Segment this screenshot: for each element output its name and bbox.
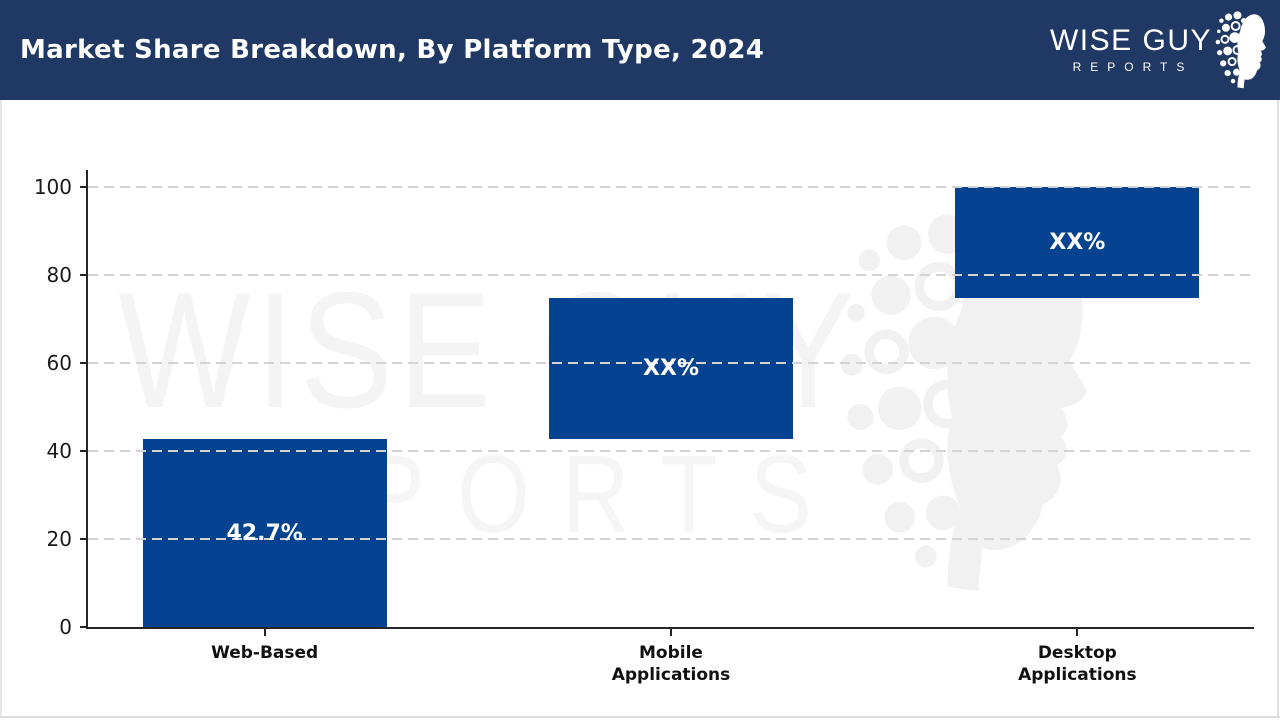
y-axis-tick [80, 450, 86, 452]
right-edge-line [1277, 100, 1279, 716]
x-tick-label: Mobile Applications [611, 643, 731, 685]
plot-area: 0 20 40 60 80 100 42.7% Web-Based XX% Mobile Appl… [34, 175, 1254, 685]
gridline [88, 274, 1254, 276]
gridline [88, 450, 1254, 452]
chart-title: Market Share Breakdown, By Platform Type… [20, 35, 765, 65]
y-axis-spine [86, 170, 88, 629]
y-axis-tick [80, 186, 86, 188]
x-tick-label: Web-Based [211, 643, 319, 663]
gridline [88, 186, 1254, 188]
y-tick-label: 0 [59, 615, 72, 639]
gridline [88, 538, 1254, 540]
x-axis-spine [86, 627, 1254, 629]
watermark-face-icon [840, 214, 1087, 592]
bar-value-label: XX% [643, 356, 699, 382]
bar-value-label: 42.7% [226, 520, 303, 546]
y-tick-label: 40 [46, 439, 72, 463]
y-tick-label: 20 [46, 527, 72, 551]
logo-wordmark: WISE GUY [1049, 24, 1212, 57]
bar [142, 439, 387, 627]
header-bar: Market Share Breakdown, By Platform Type… [0, 0, 1280, 100]
logo-subtext: REPORTS [1072, 60, 1194, 74]
logo-face-icon [1215, 11, 1266, 89]
y-tick-label: 60 [46, 351, 72, 375]
y-tick-label: 80 [46, 263, 72, 287]
bar [549, 298, 793, 440]
bar [955, 187, 1200, 299]
y-axis-tick [80, 538, 86, 540]
y-axis-tick [80, 362, 86, 364]
gridline [88, 362, 1254, 364]
y-axis-tick [80, 626, 86, 628]
y-tick-label: 100 [33, 175, 72, 199]
y-axis-tick [80, 274, 86, 276]
left-edge-line [0, 100, 2, 716]
x-tick-label: Desktop Applications [1018, 643, 1137, 685]
wise-guy-logo: WISE GUY REPORTS [1050, 10, 1268, 90]
bottom-edge-line [0, 716, 1280, 718]
x-axis-tick [670, 629, 672, 636]
bar-value-label: XX% [1049, 230, 1106, 256]
x-axis-tick [1076, 629, 1079, 636]
logo-text: WISE GUY REPORTS [1049, 24, 1212, 75]
x-axis-tick [263, 629, 266, 636]
